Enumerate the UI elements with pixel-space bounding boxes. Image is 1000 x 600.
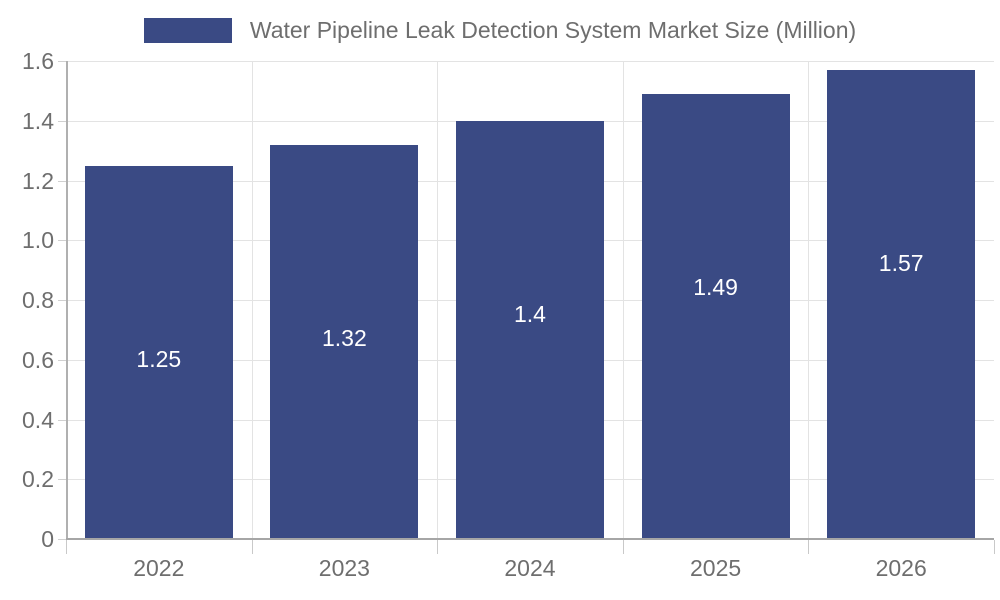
gridline-horizontal [66,61,994,62]
bar-value-label-2024: 1.4 [514,300,546,327]
y-axis-tick-label: 0.4 [22,406,54,433]
legend-label-series-0[interactable]: Water Pipeline Leak Detection System Mar… [249,16,857,43]
x-axis-tick-label-2026: 2026 [875,555,927,581]
bar-2025[interactable] [641,93,790,539]
y-axis-tick [58,539,66,540]
gridline-vertical [623,61,624,539]
y-axis-tick-label: 0.8 [22,287,54,313]
y-axis-tick-label: 0.6 [22,346,54,373]
x-axis-tick [66,540,67,554]
bar-value-label-2025: 1.49 [693,273,738,300]
x-axis-tick-label-2025: 2025 [690,555,742,581]
bar-value-label-2026: 1.57 [878,249,924,276]
y-axis-tick [58,120,66,122]
bar-2022[interactable] [84,165,233,539]
y-axis-tick [58,61,66,62]
x-axis-tick [808,540,809,554]
y-axis-tick-label: 1.0 [22,227,54,254]
x-axis-tick-label-2022: 2022 [133,555,185,581]
y-axis-tick-label: 0.2 [22,466,54,493]
x-axis-line [66,538,994,540]
y-axis-tick [58,180,66,182]
x-axis-tick [623,540,624,554]
x-axis-tick [437,540,438,554]
gridline-vertical [808,61,809,539]
x-axis-tick-label-2023: 2023 [318,555,370,581]
y-axis-line [66,61,68,539]
y-axis-tick [58,479,66,481]
bar-2023[interactable] [270,144,419,539]
x-axis-tick-label-2024: 2024 [504,555,556,581]
y-axis-tick-label: 1.2 [22,167,54,194]
chart-legend: Water Pipeline Leak Detection System Mar… [0,10,1000,50]
gridline-vertical [437,61,438,539]
gridline-vertical [252,61,253,539]
y-axis-tick-label: 1.4 [22,107,54,134]
bar-value-label-2022: 1.25 [136,345,182,372]
legend-swatch-series-0[interactable] [143,17,232,43]
y-axis-tick-label: 0 [41,526,54,552]
bar-2026[interactable] [827,69,976,539]
bar-2024[interactable] [456,120,604,539]
x-axis-tick [252,540,253,554]
y-axis-tick [58,300,66,301]
plot-area: 1.25 1.32 1.4 1.49 1.57 [66,61,994,540]
y-axis-tick-label: 1.6 [22,48,54,74]
bar-value-label-2023: 1.32 [322,324,367,351]
y-axis-tick [58,359,66,361]
x-axis-tick [994,540,995,554]
y-axis-tick [58,419,66,421]
y-axis-tick [58,240,66,242]
